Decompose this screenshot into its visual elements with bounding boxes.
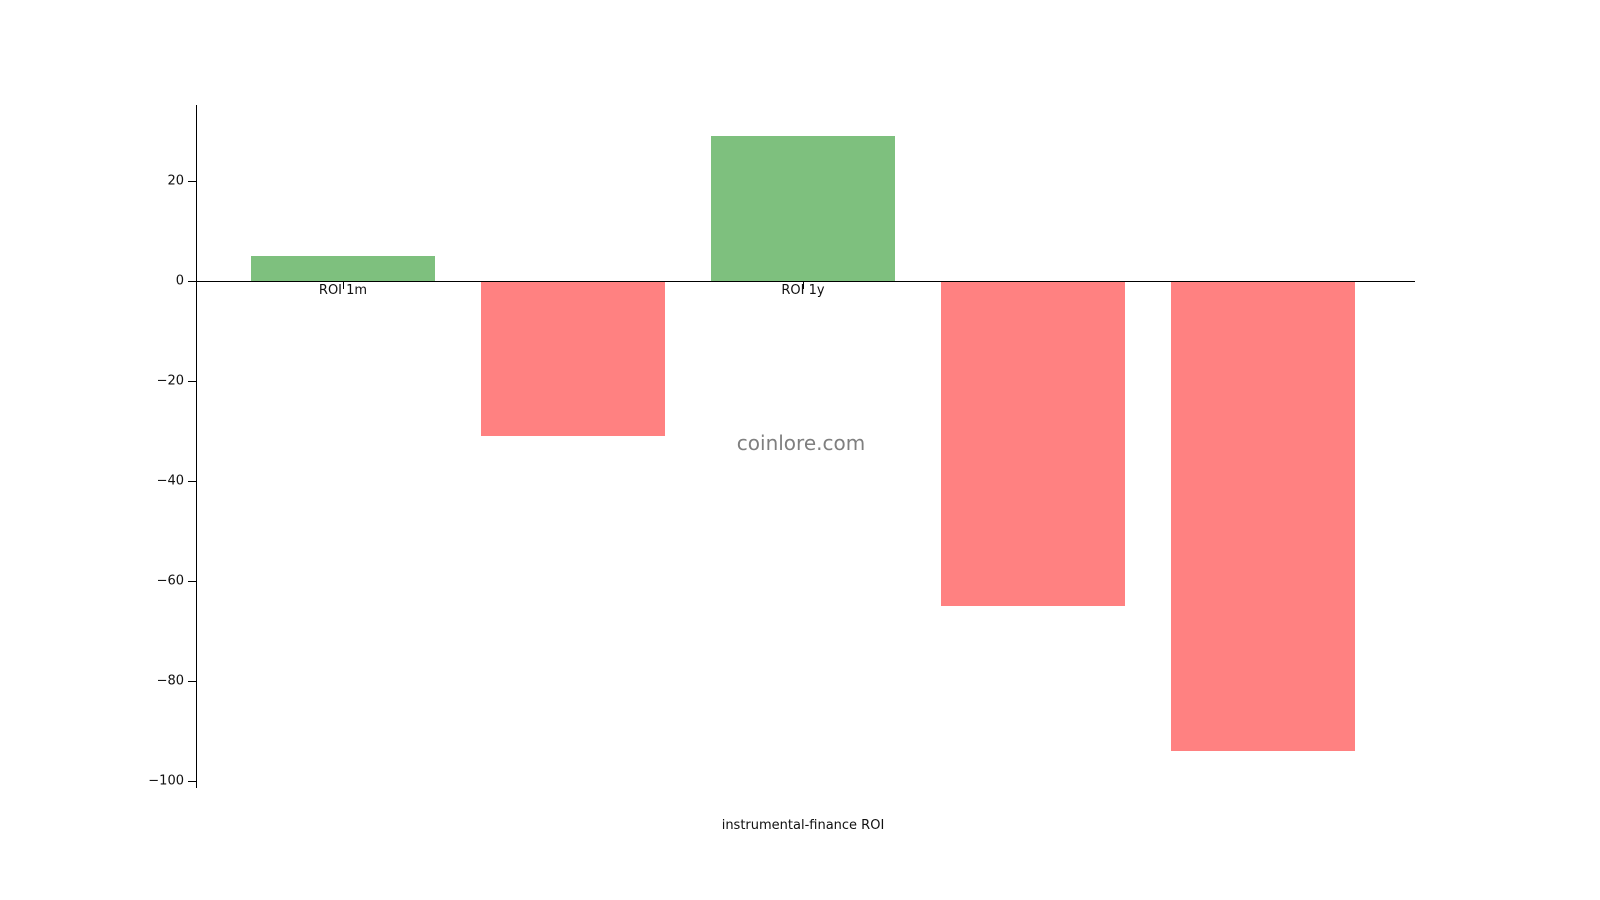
x-tick-label: ROI 1y — [781, 283, 825, 298]
bar — [481, 281, 665, 436]
y-tick-label: 0 — [175, 273, 184, 289]
bar — [711, 136, 895, 281]
y-tick-mark — [188, 581, 196, 582]
y-tick-label: −40 — [156, 473, 184, 489]
chart-title: instrumental-finance ROI — [721, 818, 885, 833]
x-tick-mark — [803, 281, 804, 289]
y-tick-mark — [188, 681, 196, 682]
x-tick-mark — [343, 281, 344, 289]
y-tick-label: 20 — [167, 173, 184, 189]
bar — [251, 256, 435, 281]
y-tick-mark — [188, 281, 196, 282]
y-tick-mark — [188, 481, 196, 482]
y-tick-label: −60 — [156, 573, 184, 589]
x-tick-label: ROI 1m — [318, 283, 368, 298]
y-tick-mark — [188, 381, 196, 382]
y-tick-label: −20 — [156, 373, 184, 389]
y-tick-mark — [188, 781, 196, 782]
bar — [941, 281, 1125, 606]
y-tick-label: −80 — [156, 673, 184, 689]
x-axis-line — [196, 281, 1415, 282]
y-axis-line — [196, 105, 197, 788]
y-tick-label: −100 — [148, 773, 184, 789]
watermark: coinlore.com — [736, 431, 866, 455]
bar — [1171, 281, 1355, 751]
y-tick-mark — [188, 181, 196, 182]
